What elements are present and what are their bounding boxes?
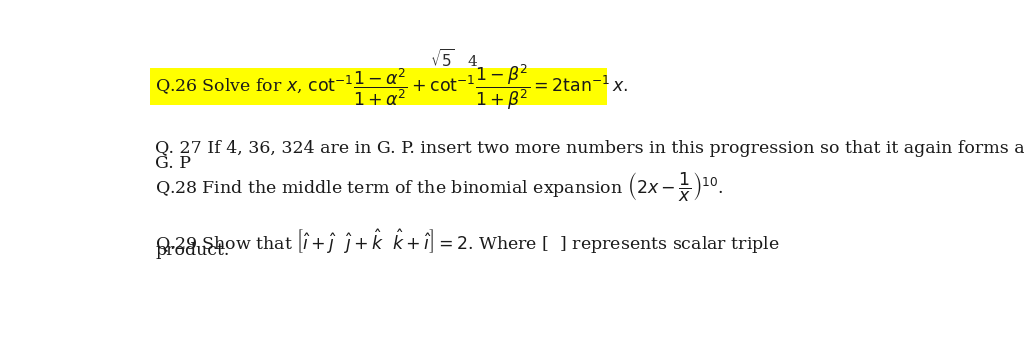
Text: G. P: G. P xyxy=(155,156,191,172)
Text: Q.29 Show that $\left[\hat{\imath}+\hat{\jmath}\ \ \hat{\jmath}+\hat{k}\ \ \hat{: Q.29 Show that $\left[\hat{\imath}+\hat{… xyxy=(155,227,780,256)
Text: Q. 27 If 4, 36, 324 are in G. P. insert two more numbers in this progression so : Q. 27 If 4, 36, 324 are in G. P. insert … xyxy=(155,140,1024,157)
Text: Q.28 Find the middle term of the binomial expansion $\left(2x-\dfrac{1}{x}\right: Q.28 Find the middle term of the binomia… xyxy=(155,170,724,203)
Text: product.: product. xyxy=(155,243,229,259)
FancyBboxPatch shape xyxy=(150,68,607,105)
Text: Q.26 Solve for $x$, $\mathrm{cot}^{-1}\dfrac{1-\alpha^2}{1+\alpha^2}+\mathrm{cot: Q.26 Solve for $x$, $\mathrm{cot}^{-1}\d… xyxy=(155,63,629,113)
Text: $\sqrt{5}$   4: $\sqrt{5}$ 4 xyxy=(430,48,478,70)
